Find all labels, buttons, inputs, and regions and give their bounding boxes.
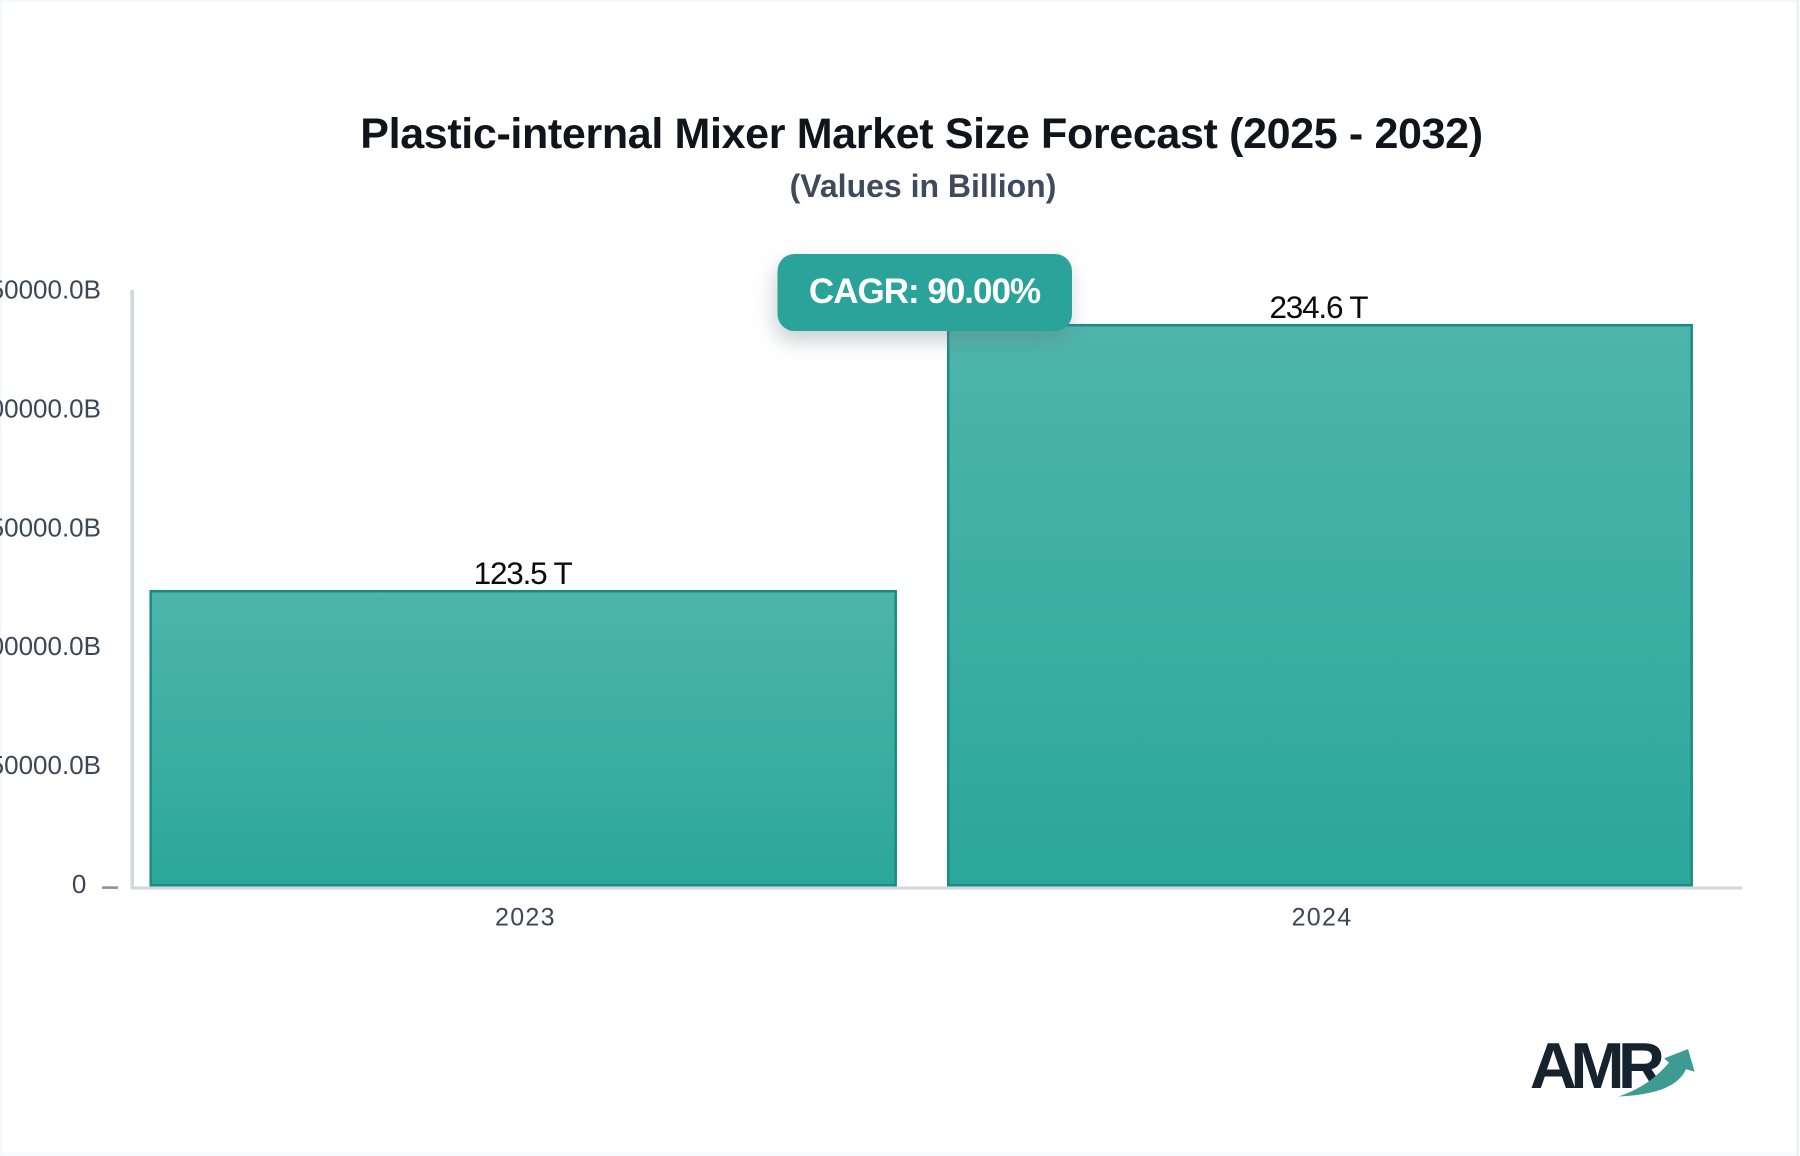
svg-text:234.6 T: 234.6 T bbox=[1269, 289, 1368, 325]
svg-text:250000.0B: 250000.0B bbox=[0, 275, 101, 305]
svg-text:2024: 2024 bbox=[1292, 904, 1353, 932]
svg-text:50000.0B: 50000.0B bbox=[0, 750, 101, 780]
svg-text:2023: 2023 bbox=[495, 904, 556, 932]
svg-text:100000.0B: 100000.0B bbox=[0, 631, 101, 661]
svg-text:200000.0B: 200000.0B bbox=[0, 393, 101, 423]
svg-text:150000.0B: 150000.0B bbox=[0, 512, 101, 542]
svg-text:(Values in Billion): (Values in Billion) bbox=[790, 168, 1057, 204]
svg-text:Plastic-internal Mixer Market: Plastic-internal Mixer Market Size Forec… bbox=[360, 110, 1482, 158]
svg-text:CAGR: 90.00%: CAGR: 90.00% bbox=[809, 272, 1041, 311]
svg-text:123.5 T: 123.5 T bbox=[474, 555, 573, 591]
svg-text:0: 0 bbox=[72, 869, 86, 899]
